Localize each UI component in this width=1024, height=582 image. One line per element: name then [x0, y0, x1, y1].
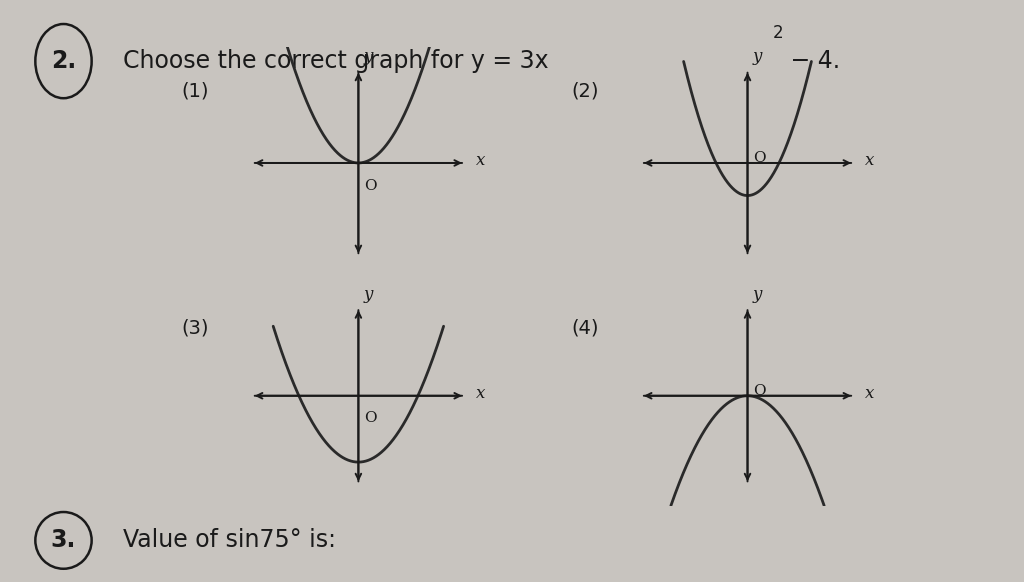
Text: y: y	[753, 48, 762, 65]
Text: (3): (3)	[182, 318, 209, 338]
Text: (2): (2)	[571, 81, 598, 101]
Text: y: y	[364, 48, 373, 65]
Text: 2.: 2.	[51, 49, 76, 73]
Text: (4): (4)	[571, 318, 598, 338]
Text: O: O	[753, 384, 766, 398]
Text: O: O	[753, 151, 766, 165]
Text: 2: 2	[773, 24, 783, 42]
Text: x: x	[475, 152, 485, 169]
Text: 3.: 3.	[51, 528, 76, 552]
Text: x: x	[864, 385, 874, 402]
Text: y: y	[753, 286, 762, 303]
Text: x: x	[475, 385, 485, 402]
Text: − 4.: − 4.	[783, 49, 841, 73]
Text: Value of sin75° is:: Value of sin75° is:	[123, 528, 336, 552]
Text: x: x	[864, 152, 874, 169]
Text: y: y	[364, 286, 373, 303]
Text: (1): (1)	[182, 81, 209, 101]
Text: O: O	[364, 411, 377, 425]
Text: Choose the correct graph for y = 3x: Choose the correct graph for y = 3x	[123, 49, 549, 73]
Text: O: O	[364, 179, 377, 193]
